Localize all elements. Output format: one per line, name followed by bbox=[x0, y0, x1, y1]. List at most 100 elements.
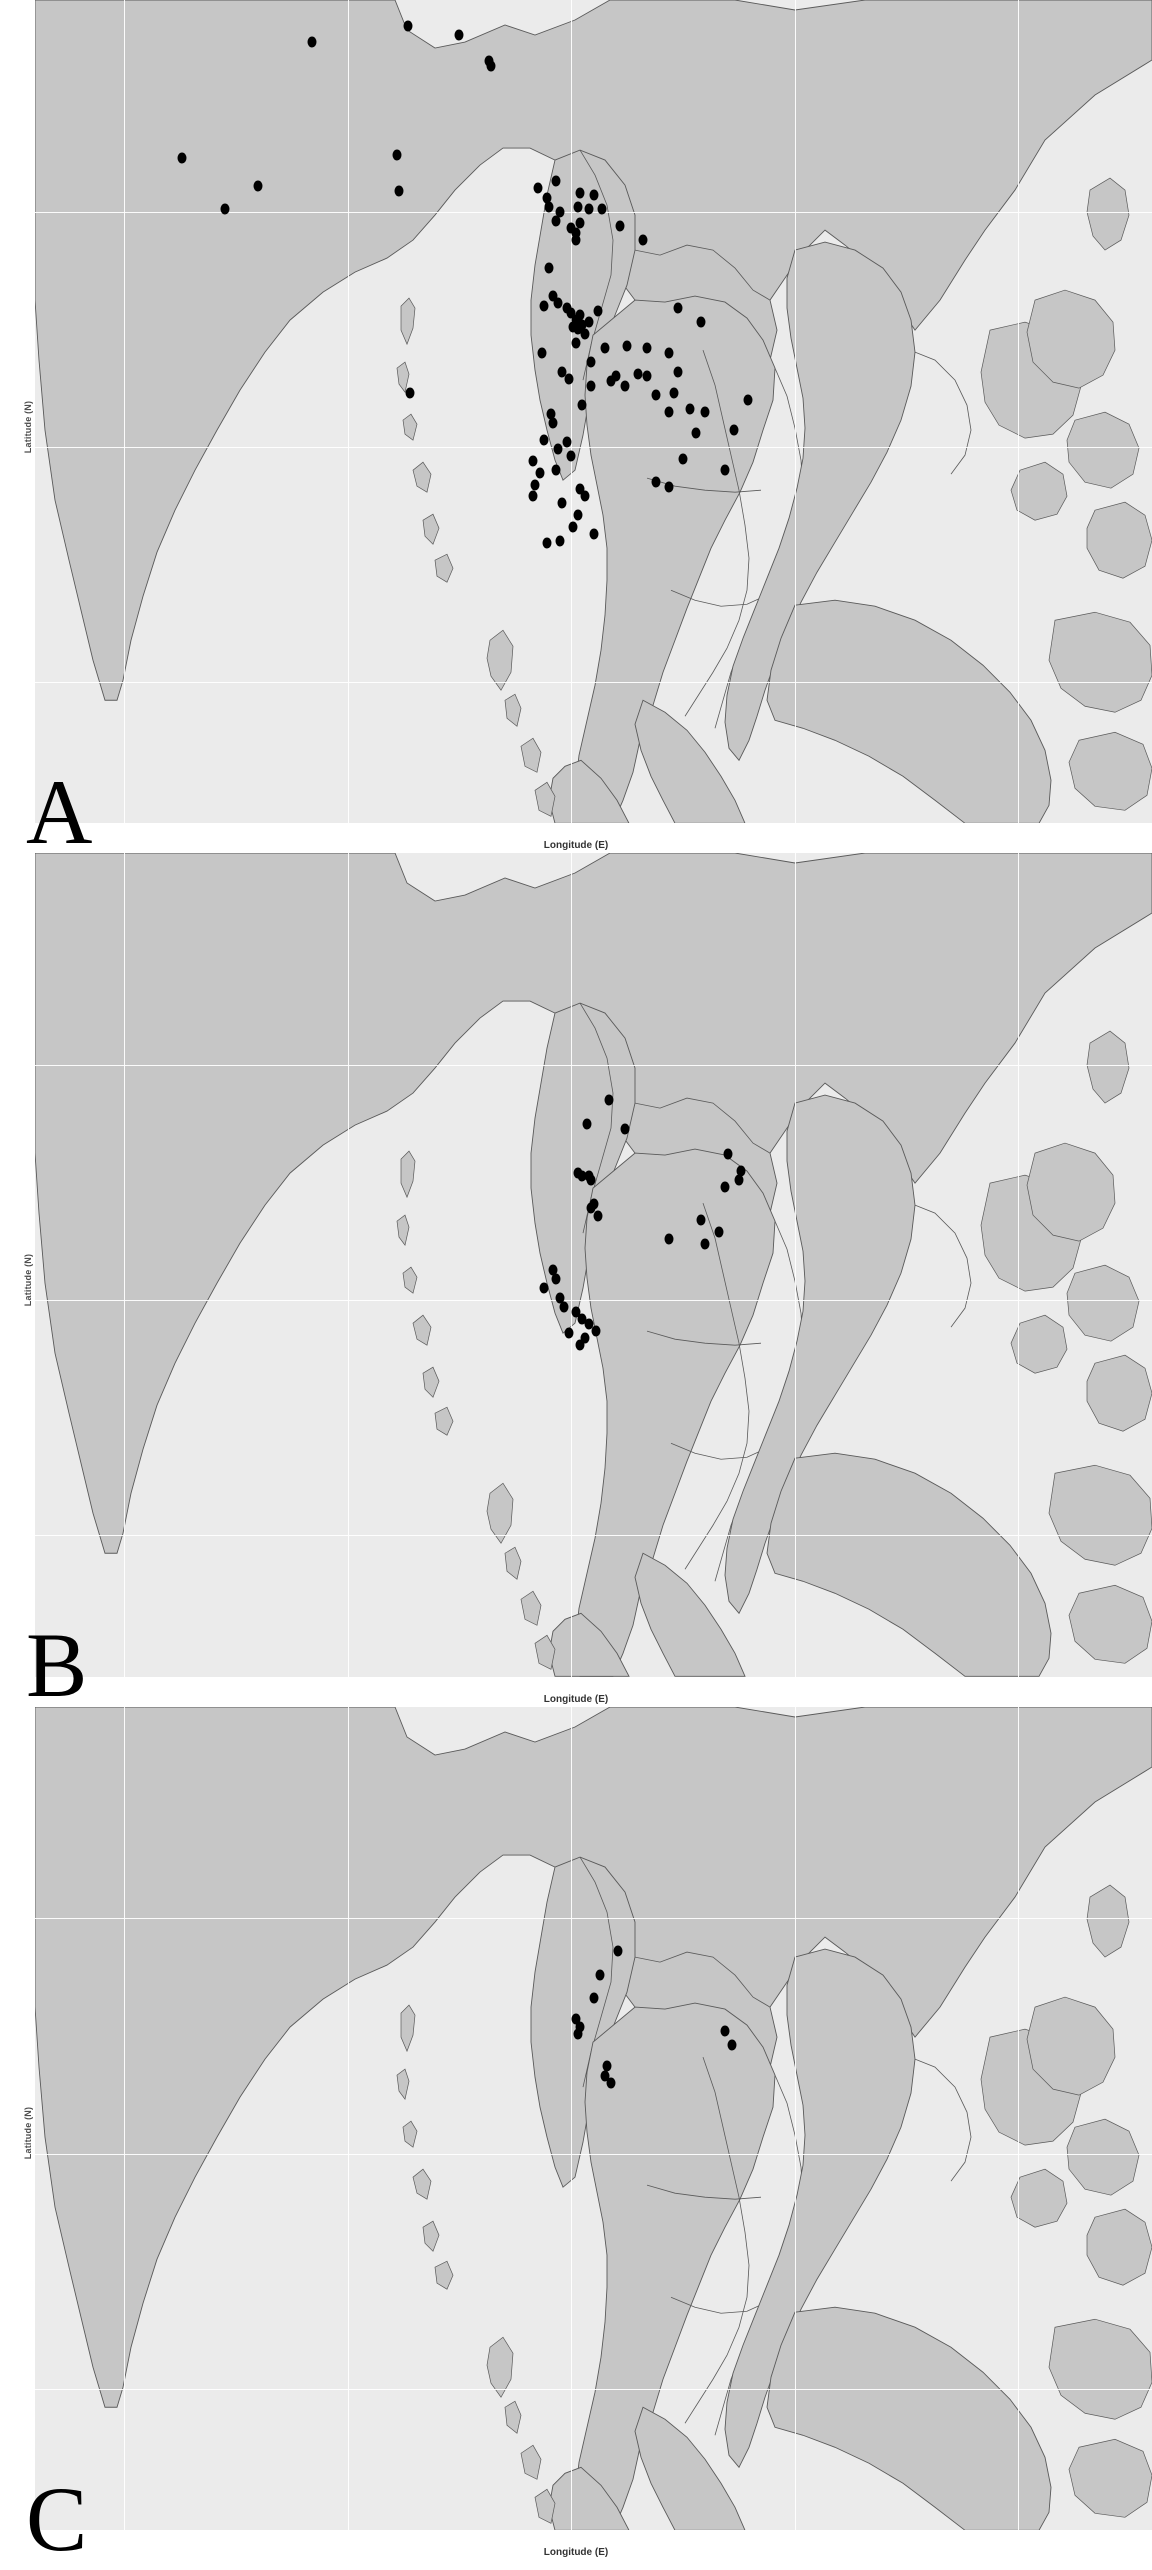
x-axis-title-a: Longitude (E) bbox=[543, 840, 609, 852]
occurrence-point bbox=[575, 309, 585, 321]
panel-letter-c: C bbox=[26, 2467, 88, 2570]
occurrence-point bbox=[622, 340, 632, 352]
occurrence-point bbox=[571, 2013, 581, 2025]
occurrence-point bbox=[720, 1181, 730, 1193]
occurrence-point bbox=[580, 328, 590, 340]
occurrence-point bbox=[696, 1214, 706, 1226]
gridline-vertical-110 bbox=[794, 0, 796, 824]
x-axis-title-c: Longitude (E) bbox=[543, 2546, 609, 2558]
occurrence-point bbox=[571, 234, 581, 246]
occurrence-point bbox=[642, 342, 652, 354]
occurrence-point bbox=[606, 375, 616, 387]
gridline-vertical-100 bbox=[571, 853, 573, 1677]
occurrence-point bbox=[253, 180, 263, 192]
occurrence-point bbox=[678, 453, 688, 465]
occurrence-point bbox=[564, 373, 574, 385]
gridline-horizontal-10 bbox=[35, 2153, 1152, 2155]
gridline-horizontal-0 bbox=[35, 682, 1152, 684]
gridline-vertical-80 bbox=[124, 0, 126, 824]
occurrence-point bbox=[700, 1238, 710, 1250]
occurrence-point bbox=[542, 192, 552, 204]
occurrence-point bbox=[577, 319, 587, 331]
gridline-vertical-80 bbox=[124, 1706, 126, 2530]
occurrence-point bbox=[723, 1148, 733, 1160]
y-axis-title-a: Latitude (N) bbox=[23, 400, 34, 453]
occurrence-point bbox=[573, 323, 583, 335]
occurrence-point bbox=[539, 1282, 549, 1294]
occurrence-point bbox=[673, 302, 683, 314]
occurrence-point bbox=[664, 481, 674, 493]
occurrence-point bbox=[642, 370, 652, 382]
occurrence-point bbox=[177, 152, 187, 164]
occurrence-point bbox=[551, 215, 561, 227]
occurrence-point bbox=[548, 290, 558, 302]
occurrence-point bbox=[727, 2039, 737, 2051]
occurrence-point bbox=[584, 316, 594, 328]
plot-area-a: 809010011012001020 bbox=[35, 0, 1152, 824]
occurrence-point bbox=[555, 1292, 565, 1304]
occurrence-point bbox=[571, 1306, 581, 1318]
basemap-a bbox=[35, 0, 1152, 824]
gridline-horizontal-10 bbox=[35, 446, 1152, 448]
occurrence-point bbox=[600, 342, 610, 354]
occurrence-point bbox=[542, 537, 552, 549]
occurrence-point bbox=[580, 1332, 590, 1344]
occurrence-point bbox=[307, 36, 317, 48]
occurrence-point bbox=[620, 380, 630, 392]
occurrence-point bbox=[544, 201, 554, 213]
gridline-horizontal-20 bbox=[35, 211, 1152, 213]
occurrence-point bbox=[669, 387, 679, 399]
panel-b: Latitude (N) Longitude (E) bbox=[0, 853, 1152, 1711]
occurrence-point bbox=[564, 1327, 574, 1339]
occurrence-point bbox=[743, 394, 753, 406]
plot-area-b: 809010011012001020 bbox=[35, 853, 1152, 1677]
occurrence-point bbox=[734, 1174, 744, 1186]
gridline-vertical-80 bbox=[124, 853, 126, 1677]
x-axis-title-b: Longitude (E) bbox=[543, 1693, 609, 1705]
panel-c: Latitude (N) Longitude (E) bbox=[0, 1706, 1152, 2570]
occurrence-point bbox=[577, 1170, 587, 1182]
occurrence-point bbox=[555, 535, 565, 547]
occurrence-point bbox=[575, 1339, 585, 1351]
occurrence-point bbox=[673, 366, 683, 378]
gridline-vertical-90 bbox=[347, 853, 349, 1677]
occurrence-point bbox=[584, 1318, 594, 1330]
occurrence-point bbox=[544, 262, 554, 274]
gridline-vertical-120 bbox=[1017, 1706, 1019, 2530]
occurrence-point bbox=[696, 316, 706, 328]
occurrence-point bbox=[562, 302, 572, 314]
occurrence-point bbox=[604, 1094, 614, 1106]
gridline-vertical-110 bbox=[794, 1706, 796, 2530]
occurrence-point bbox=[591, 1325, 601, 1337]
gridline-vertical-100 bbox=[571, 1706, 573, 2530]
occurrence-point bbox=[562, 436, 572, 448]
occurrence-point bbox=[566, 450, 576, 462]
occurrence-point bbox=[584, 203, 594, 215]
occurrence-point bbox=[553, 443, 563, 455]
occurrence-point bbox=[589, 1992, 598, 2004]
occurrence-point bbox=[575, 187, 585, 199]
occurrence-point bbox=[685, 403, 695, 415]
occurrence-point bbox=[611, 370, 621, 382]
occurrence-point bbox=[573, 2028, 583, 2040]
occurrence-point bbox=[394, 185, 404, 197]
occurrence-point bbox=[615, 220, 625, 232]
panel-letter-a: A bbox=[26, 761, 93, 864]
occurrence-point bbox=[613, 1945, 623, 1957]
occurrence-point bbox=[720, 2025, 730, 2037]
occurrence-point bbox=[555, 206, 565, 218]
occurrence-point bbox=[530, 479, 540, 491]
gridline-horizontal-20 bbox=[35, 1065, 1152, 1066]
occurrence-point bbox=[571, 227, 581, 239]
occurrence-point bbox=[586, 1202, 596, 1214]
occurrence-point bbox=[535, 467, 545, 479]
occurrence-point bbox=[553, 297, 563, 309]
panel-a: Latitude (N) Longitude (E) bbox=[0, 0, 1152, 864]
occurrence-point bbox=[220, 203, 230, 215]
occurrence-point bbox=[664, 406, 674, 418]
occurrence-point bbox=[546, 408, 556, 420]
occurrence-point bbox=[700, 406, 710, 418]
occurrence-point bbox=[577, 1313, 587, 1325]
occurrence-point bbox=[720, 464, 730, 476]
occurrence-point bbox=[593, 1210, 603, 1222]
